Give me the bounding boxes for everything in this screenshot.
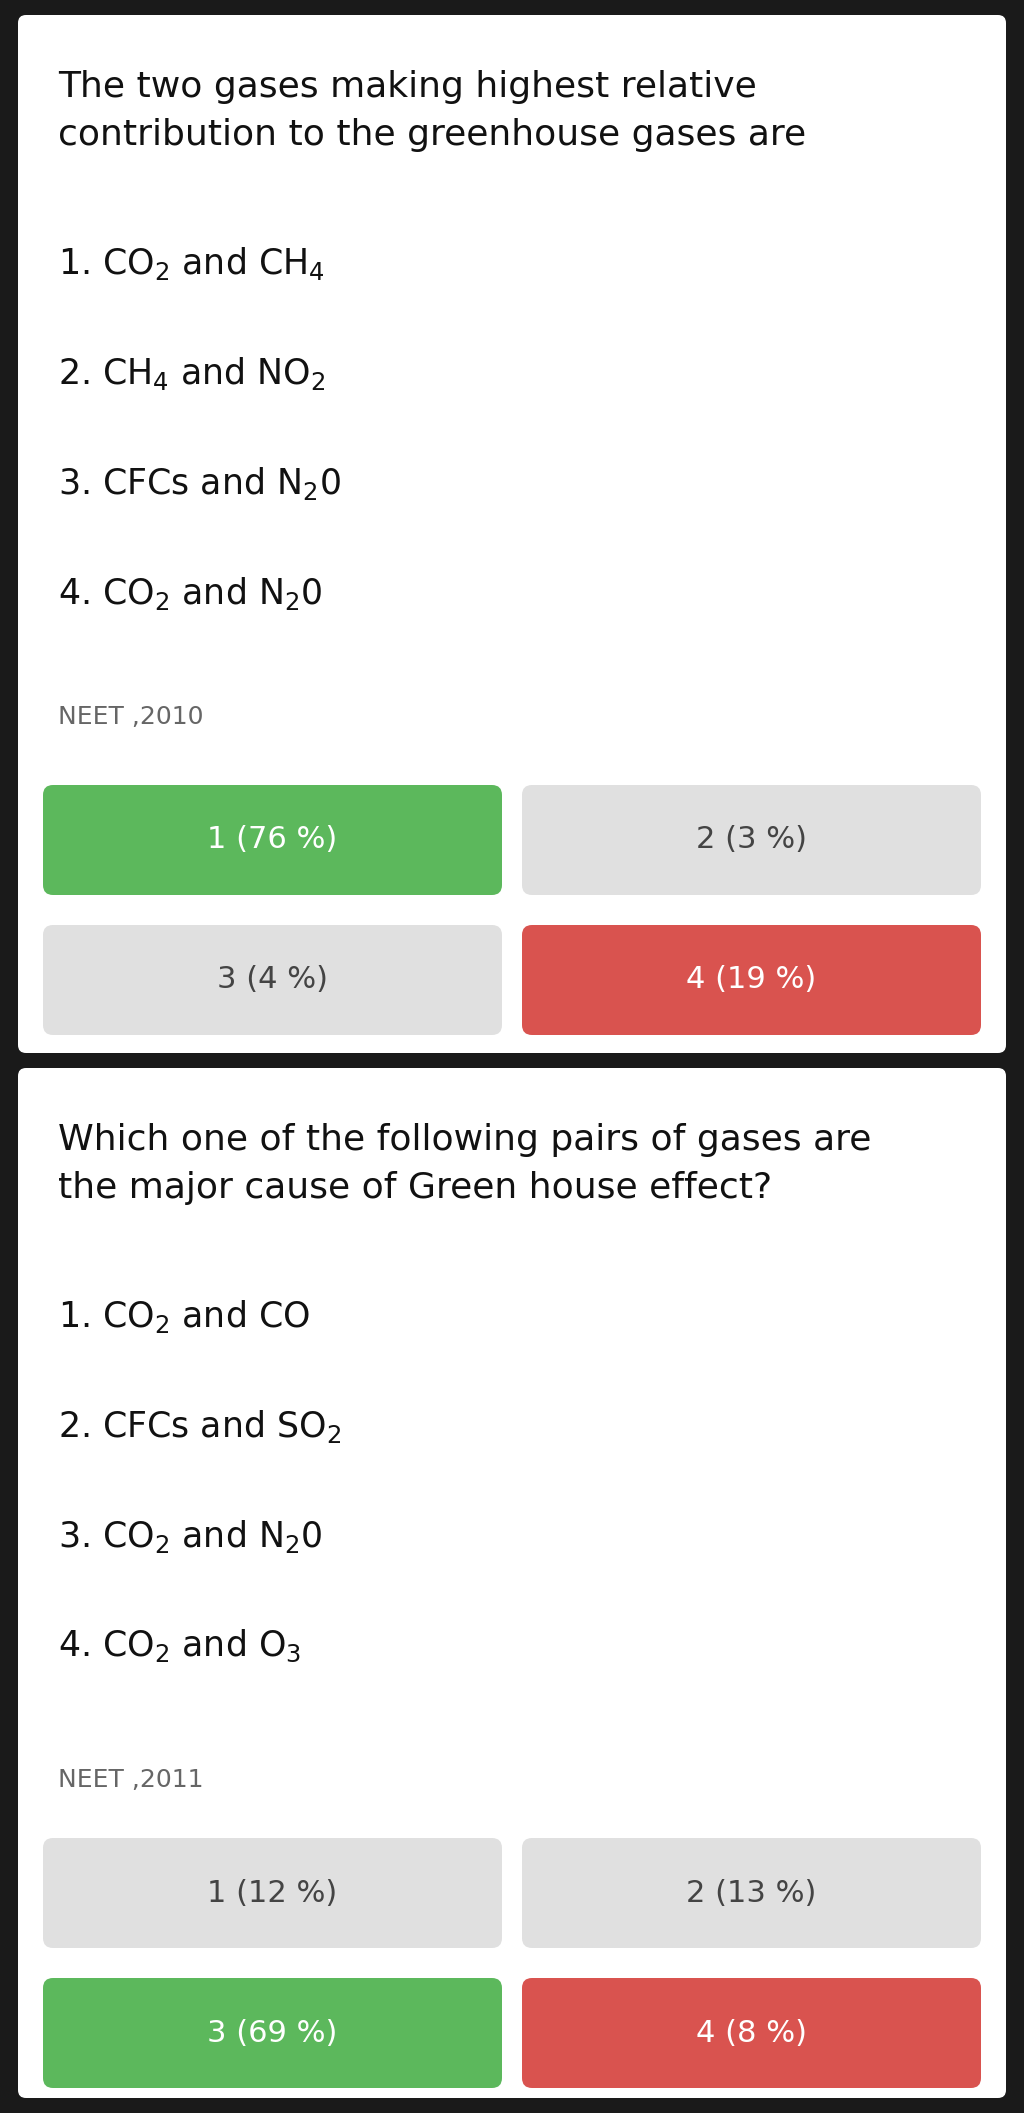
Text: the major cause of Green house effect?: the major cause of Green house effect? — [58, 1171, 772, 1204]
Text: 2. CFCs and SO$_2$: 2. CFCs and SO$_2$ — [58, 1407, 341, 1445]
FancyBboxPatch shape — [18, 1067, 1006, 2098]
Text: 1 (12 %): 1 (12 %) — [208, 1878, 338, 1908]
FancyBboxPatch shape — [522, 1978, 981, 2088]
Text: 2 (3 %): 2 (3 %) — [696, 826, 807, 854]
Text: NEET ,2011: NEET ,2011 — [58, 1769, 204, 1792]
Text: 1 (76 %): 1 (76 %) — [208, 826, 338, 854]
FancyBboxPatch shape — [43, 1838, 502, 1948]
Text: 3. CFCs and N$_2$0: 3. CFCs and N$_2$0 — [58, 465, 341, 503]
Text: 1. CO$_2$ and CO: 1. CO$_2$ and CO — [58, 1297, 310, 1335]
Text: 4. CO$_2$ and N$_2$0: 4. CO$_2$ and N$_2$0 — [58, 575, 323, 613]
Text: Which one of the following pairs of gases are: Which one of the following pairs of gase… — [58, 1122, 871, 1158]
Text: 4 (19 %): 4 (19 %) — [686, 966, 816, 995]
FancyBboxPatch shape — [43, 1978, 502, 2088]
Text: 4 (8 %): 4 (8 %) — [696, 2018, 807, 2047]
Text: 3 (69 %): 3 (69 %) — [207, 2018, 338, 2047]
Text: 2 (13 %): 2 (13 %) — [686, 1878, 817, 1908]
Text: NEET ,2010: NEET ,2010 — [58, 706, 204, 729]
FancyBboxPatch shape — [522, 925, 981, 1035]
Text: 1. CO$_2$ and CH$_4$: 1. CO$_2$ and CH$_4$ — [58, 245, 325, 281]
FancyBboxPatch shape — [18, 15, 1006, 1052]
FancyBboxPatch shape — [522, 1838, 981, 1948]
Text: The two gases making highest relative: The two gases making highest relative — [58, 70, 757, 104]
Text: 2. CH$_4$ and NO$_2$: 2. CH$_4$ and NO$_2$ — [58, 355, 326, 393]
Text: 3 (4 %): 3 (4 %) — [217, 966, 328, 995]
FancyBboxPatch shape — [522, 786, 981, 896]
Text: 4. CO$_2$ and O$_3$: 4. CO$_2$ and O$_3$ — [58, 1627, 301, 1665]
FancyBboxPatch shape — [43, 925, 502, 1035]
Text: 3. CO$_2$ and N$_2$0: 3. CO$_2$ and N$_2$0 — [58, 1517, 323, 1555]
FancyBboxPatch shape — [43, 786, 502, 896]
Text: contribution to the greenhouse gases are: contribution to the greenhouse gases are — [58, 118, 806, 152]
